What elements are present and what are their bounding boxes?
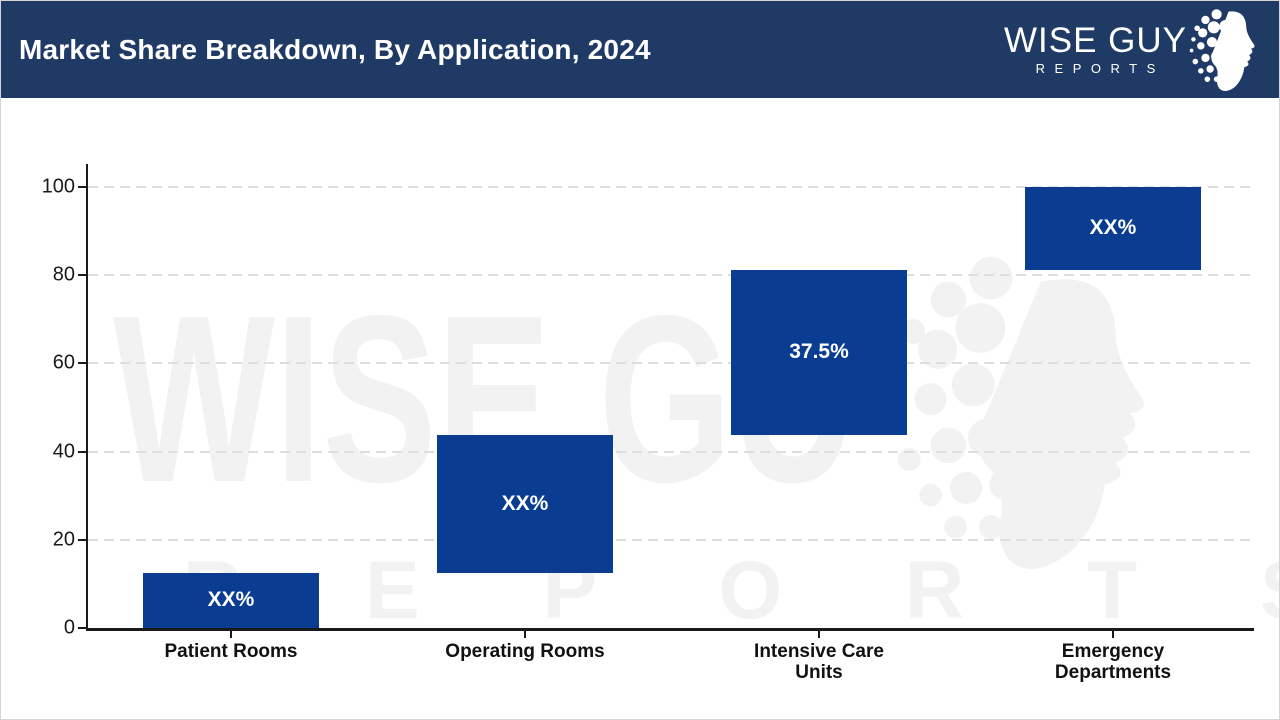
x-category-label: Patient Rooms <box>164 641 298 662</box>
x-category-label: Emergency Departments <box>1054 641 1172 683</box>
y-tick-label: 80 <box>52 263 75 286</box>
x-tick-mark <box>230 631 232 638</box>
gridline <box>88 362 1254 365</box>
y-tick-label: 40 <box>52 440 75 463</box>
wise-guy-reports-logo: WISE GUY REPORTS <box>1004 6 1267 94</box>
y-tick-label: 20 <box>52 528 75 551</box>
x-axis-spine <box>86 628 1254 631</box>
y-tick-mark <box>78 362 86 365</box>
x-category-label: Intensive Care Units <box>754 641 884 683</box>
x-tick-mark <box>524 631 526 638</box>
bar-segment: 37.5% <box>731 269 907 436</box>
bar-segment: XX% <box>1025 187 1201 270</box>
gridline <box>88 186 1254 188</box>
logo-wiseguy-text: WISE GUY <box>1003 20 1187 60</box>
chart-title: Market Share Breakdown, By Application, … <box>19 33 651 65</box>
logo-reports-text: REPORTS <box>1035 60 1165 76</box>
y-tick-label: 0 <box>63 616 75 639</box>
y-tick-mark <box>78 186 86 188</box>
y-tick-mark <box>78 538 86 541</box>
gridline <box>88 538 1254 541</box>
bar-segment: XX% <box>143 572 319 628</box>
x-tick-mark <box>1112 631 1114 638</box>
y-tick-mark <box>78 274 86 277</box>
bar-value-label: XX% <box>1089 216 1137 240</box>
y-tick-label: 60 <box>52 351 75 374</box>
y-axis-spine <box>86 164 88 630</box>
header-bar: Market Share Breakdown, By Application, … <box>1 1 1279 98</box>
x-tick-mark <box>818 631 820 638</box>
gridline <box>88 450 1254 453</box>
x-category-label: Operating Rooms <box>445 641 605 662</box>
bar-value-label: XX% <box>501 491 549 515</box>
y-tick-mark <box>78 450 86 453</box>
bar-value-label: 37.5% <box>789 340 849 364</box>
logo-head-icon <box>1189 8 1255 91</box>
y-tick-mark <box>78 627 86 629</box>
bar-segment: XX% <box>437 435 613 573</box>
logo-text: WISE GUY REPORTS <box>1003 20 1187 77</box>
bar-value-label: XX% <box>207 588 255 612</box>
y-tick-label: 100 <box>41 175 75 198</box>
gridline <box>88 274 1254 277</box>
